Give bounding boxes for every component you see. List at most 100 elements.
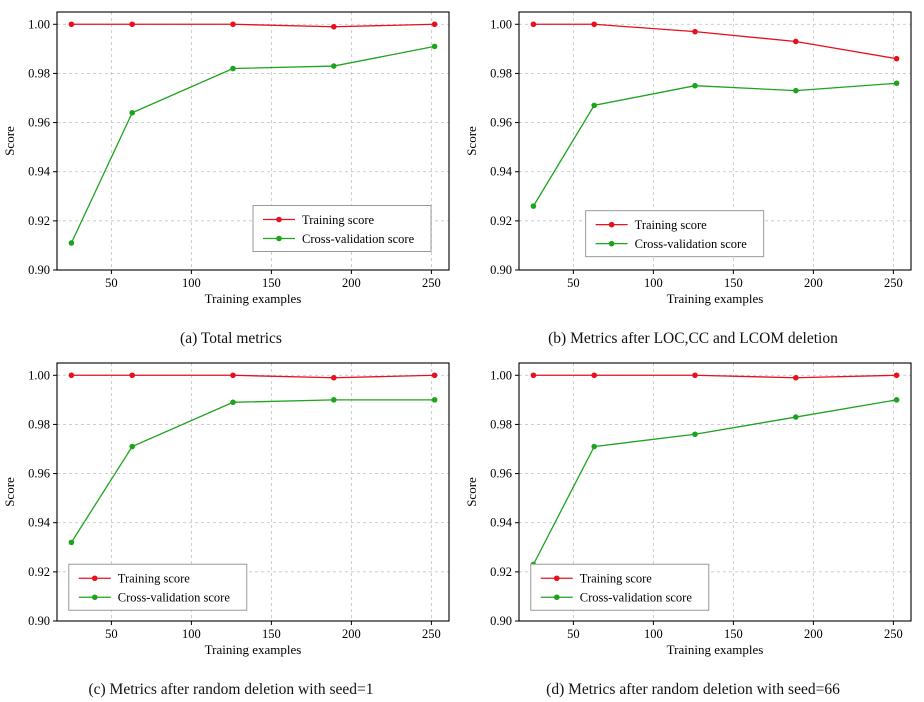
data-point-marker <box>129 109 135 116</box>
y-tick-label: 1.00 <box>490 368 512 382</box>
data-point-marker <box>692 431 698 438</box>
chart-d-canvas-holder: 50 100 150 200 250 0.90 0.92 0.94 0.96 0.98 1.00 Tr… <box>462 351 924 678</box>
data-point-marker <box>893 397 900 403</box>
y-tick-label: 0.98 <box>28 66 50 80</box>
data-point-marker <box>230 21 236 28</box>
plot-frame <box>518 11 912 271</box>
x-tick-label: 100 <box>182 276 201 290</box>
data-point-marker <box>893 80 900 87</box>
caption-a: (a) Total metrics <box>180 330 282 347</box>
x-tick-label: 150 <box>262 276 281 290</box>
series-cross-validation-score <box>68 397 438 546</box>
y-tick-label: 0.96 <box>490 467 512 481</box>
y-tick-label: 0.92 <box>28 214 50 228</box>
y-axis-label: Score <box>2 477 17 507</box>
legend-marker <box>553 575 560 582</box>
chart-canvas: 50 100 150 200 250 0.90 0.92 0.94 0.96 0.98 1.00 Tr… <box>464 362 912 657</box>
axis-ticks <box>515 23 894 274</box>
x-axis-label: Training examples <box>667 291 764 306</box>
chart-a-canvas-holder: 50 100 150 200 250 0.90 0.92 0.94 0.96 0.98 1.00 Tr… <box>0 0 462 327</box>
caption-c: (c) Metrics after random deletion with s… <box>88 681 374 698</box>
y-tick-label: 0.96 <box>28 116 50 130</box>
data-point-marker <box>530 372 537 379</box>
x-tick-label: 100 <box>644 276 663 290</box>
data-point-marker <box>893 55 900 62</box>
legend-marker <box>608 240 615 247</box>
legend-marker <box>276 235 282 242</box>
x-tick-label: 100 <box>182 627 201 641</box>
data-point-marker <box>68 539 75 546</box>
y-tick-label: 1.00 <box>28 17 50 31</box>
legend: Training score Cross-validation score <box>252 205 432 252</box>
y-tick-label: 1.00 <box>28 368 50 382</box>
x-tick-label: 250 <box>884 627 903 641</box>
x-tick-label: 50 <box>567 627 580 641</box>
axis-tick-labels: 50 100 150 200 250 0.90 0.92 0.94 0.96 0.98 1.00 <box>28 368 441 641</box>
legend-marker <box>276 216 282 223</box>
plot-frame <box>518 362 912 622</box>
y-axis-label: Score <box>2 126 17 156</box>
y-tick-label: 0.98 <box>490 417 512 431</box>
data-point-marker <box>230 399 236 406</box>
axis-ticks <box>53 374 432 625</box>
data-point-marker <box>793 414 799 420</box>
data-point-marker <box>431 21 438 28</box>
x-tick-label: 250 <box>422 276 441 290</box>
x-tick-label: 200 <box>342 627 361 641</box>
data-point-marker <box>68 21 75 28</box>
data-point-marker <box>129 372 135 379</box>
axis-tick-labels: 50 100 150 200 250 0.90 0.92 0.94 0.96 0.98 1.00 <box>28 17 441 290</box>
data-point-marker <box>331 23 337 30</box>
data-point-marker <box>530 21 537 28</box>
data-point-marker <box>591 372 597 379</box>
x-tick-label: 250 <box>422 627 441 641</box>
data-point-marker <box>68 240 75 246</box>
data-point-marker <box>591 443 597 450</box>
y-tick-label: 1.00 <box>490 17 512 31</box>
y-tick-label: 0.96 <box>28 467 50 481</box>
data-point-marker <box>692 28 698 35</box>
data-point-marker <box>431 372 438 379</box>
series-training-score <box>68 372 438 381</box>
chart-b-canvas-holder: 50 100 150 200 250 0.90 0.92 0.94 0.96 0.98 1.00 Tr… <box>462 0 924 327</box>
panel-c-random-deletion-seed-1: 50 100 150 200 250 0.90 0.92 0.94 0.96 0.98 1.00 Tr… <box>0 351 462 702</box>
data-point-marker <box>893 372 900 379</box>
legend-marker <box>608 221 615 228</box>
y-tick-label: 0.94 <box>28 516 51 530</box>
y-tick-label: 0.98 <box>490 66 512 80</box>
x-tick-label: 200 <box>342 276 361 290</box>
x-tick-label: 50 <box>105 276 118 290</box>
y-tick-label: 0.94 <box>28 165 51 179</box>
data-point-marker <box>793 38 799 45</box>
legend-marker <box>91 575 98 582</box>
x-tick-label: 250 <box>884 276 903 290</box>
x-tick-label: 50 <box>567 276 580 290</box>
legend-label: Training score <box>118 572 191 586</box>
series-training-score <box>530 372 900 381</box>
data-point-marker <box>431 397 438 403</box>
panel-d-random-deletion-seed-66: 50 100 150 200 250 0.90 0.92 0.94 0.96 0.98 1.00 Tr… <box>462 351 924 702</box>
x-tick-label: 200 <box>804 276 823 290</box>
axis-ticks <box>515 374 894 625</box>
plot-frame <box>56 362 450 622</box>
legend: Training score Cross-validation score <box>68 563 248 611</box>
y-tick-label: 0.94 <box>490 165 513 179</box>
x-axis-label: Training examples <box>205 291 302 306</box>
data-point-marker <box>129 443 135 450</box>
x-tick-label: 150 <box>724 627 743 641</box>
data-point-marker <box>692 82 698 89</box>
legend-marker <box>553 594 560 601</box>
series-training-score <box>530 21 900 62</box>
data-point-marker <box>230 372 236 379</box>
legend: Training score Cross-validation score <box>530 563 710 611</box>
legend: Training score Cross-validation score <box>585 210 765 258</box>
y-tick-label: 0.98 <box>28 417 50 431</box>
data-point-marker <box>331 374 337 381</box>
data-point-marker <box>591 21 597 28</box>
data-point-marker <box>129 21 135 28</box>
data-point-marker <box>68 372 75 379</box>
legend-label: Training score <box>580 572 653 586</box>
axis-tick-labels: 50 100 150 200 250 0.90 0.92 0.94 0.96 0.98 1.00 <box>490 17 903 290</box>
panel-b-loc-cc-lcom-deletion: 50 100 150 200 250 0.90 0.92 0.94 0.96 0.98 1.00 Tr… <box>462 0 924 351</box>
